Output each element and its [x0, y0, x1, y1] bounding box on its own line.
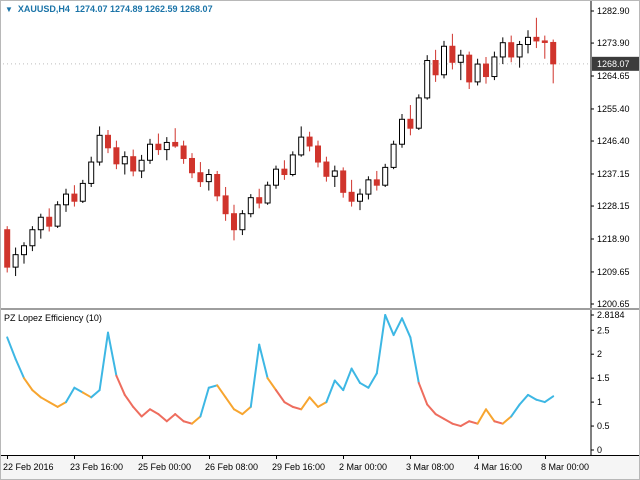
- svg-text:1255.40: 1255.40: [597, 104, 630, 114]
- svg-text:1: 1: [597, 397, 602, 407]
- time-label: 26 Feb 08:00: [205, 462, 259, 472]
- indicator-scale[interactable]: 2.8184 2.5 2 1.5 1 0.5 0: [591, 310, 625, 455]
- ohlc-readout: 1274.07 1274.89 1262.59 1268.07: [74, 4, 213, 14]
- time-tick: [209, 456, 210, 459]
- time-label: 8 Mar 00:00: [541, 462, 590, 472]
- svg-text:1237.15: 1237.15: [597, 169, 630, 179]
- time-tick: [545, 456, 546, 459]
- svg-text:1200.65: 1200.65: [597, 299, 630, 308]
- svg-text:1228.15: 1228.15: [597, 201, 630, 211]
- svg-text:1218.90: 1218.90: [597, 234, 630, 244]
- svg-text:2.8184: 2.8184: [597, 310, 625, 320]
- svg-text:1282.90: 1282.90: [597, 6, 630, 16]
- time-tick: [7, 456, 8, 459]
- time-tick: [74, 456, 75, 459]
- time-tick: [276, 456, 277, 459]
- efficiency-line: [6, 314, 555, 428]
- candles: [4, 17, 557, 277]
- one-click-trading-arrow-icon[interactable]: ▼: [5, 4, 13, 14]
- svg-text:2: 2: [597, 349, 602, 359]
- pane-separator[interactable]: [1, 308, 639, 310]
- indicator-name-label: PZ Lopez Efficiency (10): [4, 313, 102, 323]
- svg-text:1268.07: 1268.07: [597, 59, 630, 69]
- time-tick: [343, 456, 344, 459]
- svg-text:1264.65: 1264.65: [597, 71, 630, 81]
- time-tick: [410, 456, 411, 459]
- time-label: 4 Mar 16:00: [474, 462, 523, 472]
- chart-ohlc-header: ▼ XAUUSD,H4 1274.07 1274.89 1262.59 1268…: [5, 4, 213, 14]
- current-price-badge: 1268.07: [592, 56, 639, 71]
- price-chart[interactable]: 1282.90 1273.90 1264.65 1255.40 1246.40 1237.…: [1, 1, 640, 308]
- time-tick: [142, 456, 143, 459]
- price-scale[interactable]: 1282.90 1273.90 1264.65 1255.40 1246.40 1237.…: [591, 6, 630, 308]
- svg-text:2.5: 2.5: [597, 325, 610, 335]
- time-label: 22 Feb 2016: [3, 462, 54, 472]
- svg-text:1246.40: 1246.40: [597, 136, 630, 146]
- indicator-chart[interactable]: 2.8184 2.5 2 1.5 1 0.5 0: [1, 310, 640, 455]
- time-tick: [478, 456, 479, 459]
- time-label: 23 Feb 16:00: [70, 462, 124, 472]
- symbol-timeframe-label: XAUUSD,H4: [17, 4, 70, 14]
- time-label: 3 Mar 08:00: [406, 462, 455, 472]
- time-label: 25 Feb 00:00: [138, 462, 192, 472]
- time-axis[interactable]: 22 Feb 2016 23 Feb 16:00 25 Feb 00:00 26 Fe…: [1, 455, 639, 479]
- svg-text:0: 0: [597, 445, 602, 455]
- svg-text:1.5: 1.5: [597, 373, 610, 383]
- svg-text:0.5: 0.5: [597, 421, 610, 431]
- time-label: 2 Mar 00:00: [339, 462, 388, 472]
- time-label: 29 Feb 16:00: [272, 462, 326, 472]
- svg-text:1209.65: 1209.65: [597, 267, 630, 277]
- svg-text:1273.90: 1273.90: [597, 38, 630, 48]
